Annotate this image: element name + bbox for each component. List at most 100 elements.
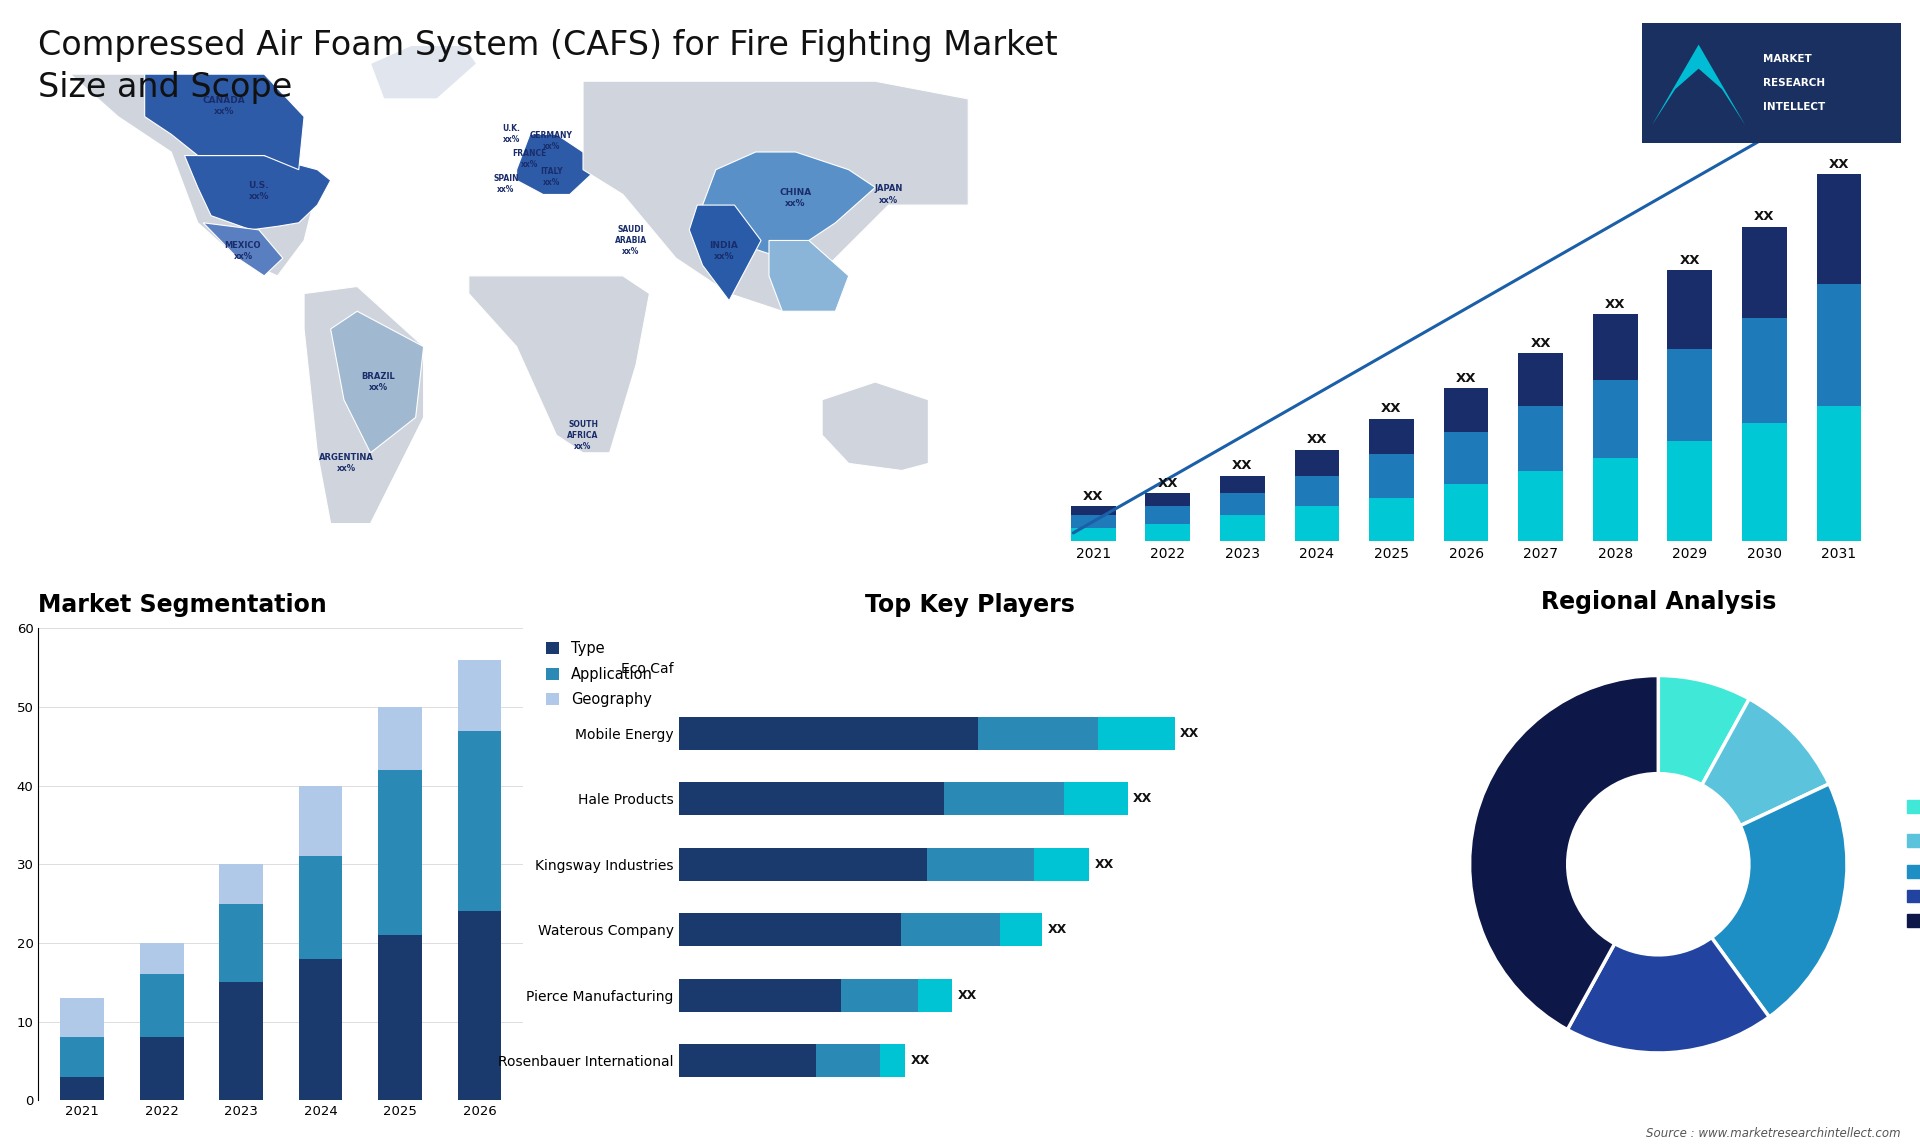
Legend: Latin America, Middle East &
Africa, Asia Pacific, Europe, North America: Latin America, Middle East & Africa, Asi…: [1901, 795, 1920, 934]
Text: XX: XX: [1455, 371, 1476, 385]
Bar: [1444, 485, 1488, 541]
Bar: [1667, 270, 1713, 350]
Bar: [1519, 471, 1563, 541]
Text: CANADA
xx%: CANADA xx%: [204, 96, 246, 116]
Bar: [457, 660, 501, 730]
Bar: [1071, 515, 1116, 528]
Bar: [1369, 497, 1413, 541]
Bar: [1519, 353, 1563, 406]
Bar: [879, 1044, 906, 1077]
Wedge shape: [1701, 699, 1830, 825]
Bar: [678, 1044, 816, 1077]
Text: XX: XX: [958, 989, 977, 1002]
Polygon shape: [144, 74, 303, 170]
Text: JAPAN
xx%: JAPAN xx%: [874, 185, 902, 204]
Bar: [300, 786, 342, 856]
Bar: [1594, 314, 1638, 379]
Bar: [678, 979, 841, 1012]
Wedge shape: [1659, 675, 1749, 785]
Bar: [678, 716, 977, 749]
Polygon shape: [71, 74, 317, 276]
Text: Source : www.marketresearchintellect.com: Source : www.marketresearchintellect.com: [1645, 1128, 1901, 1140]
Bar: [1146, 493, 1190, 507]
Polygon shape: [1651, 45, 1745, 125]
Bar: [140, 1037, 184, 1100]
Bar: [1594, 379, 1638, 458]
Bar: [1294, 476, 1340, 507]
Text: SPAIN
xx%: SPAIN xx%: [493, 174, 518, 194]
Polygon shape: [468, 276, 649, 453]
Text: ARGENTINA
xx%: ARGENTINA xx%: [319, 454, 374, 473]
Polygon shape: [584, 81, 968, 312]
Polygon shape: [184, 156, 330, 230]
Bar: [1816, 406, 1860, 541]
Text: CHINA
xx%: CHINA xx%: [780, 188, 812, 209]
Bar: [816, 1044, 879, 1077]
Text: XX: XX: [910, 1054, 929, 1067]
Text: U.S.
xx%: U.S. xx%: [248, 181, 269, 201]
Bar: [300, 856, 342, 958]
Bar: [378, 770, 422, 935]
Bar: [977, 716, 1098, 749]
Text: XX: XX: [1181, 727, 1200, 739]
Text: XX: XX: [1048, 924, 1068, 936]
Bar: [1071, 507, 1116, 515]
Bar: [457, 730, 501, 911]
Bar: [60, 1037, 104, 1076]
Text: U.K.
xx%: U.K. xx%: [503, 124, 520, 144]
Polygon shape: [703, 152, 876, 258]
Polygon shape: [770, 241, 849, 312]
Bar: [945, 783, 1064, 815]
Bar: [1294, 507, 1340, 541]
Text: Market Segmentation: Market Segmentation: [38, 592, 326, 617]
Bar: [927, 848, 1033, 880]
Wedge shape: [1711, 784, 1847, 1017]
Bar: [1071, 528, 1116, 541]
Legend: Type, Application, Geography: Type, Application, Geography: [540, 636, 659, 713]
Bar: [378, 935, 422, 1100]
Polygon shape: [516, 134, 597, 195]
Text: XX: XX: [1380, 402, 1402, 416]
Wedge shape: [1469, 675, 1659, 1029]
Bar: [1741, 423, 1788, 541]
Bar: [219, 982, 263, 1100]
Text: SAUDI
ARABIA
xx%: SAUDI ARABIA xx%: [614, 225, 647, 256]
Bar: [1294, 449, 1340, 476]
Bar: [1741, 319, 1788, 423]
Wedge shape: [1567, 937, 1768, 1053]
Bar: [1444, 432, 1488, 485]
Text: XX: XX: [1828, 158, 1849, 171]
Bar: [219, 864, 263, 903]
Text: FRANCE
xx%: FRANCE xx%: [513, 149, 547, 170]
Polygon shape: [689, 205, 760, 300]
Text: XX: XX: [1133, 792, 1152, 806]
Bar: [1064, 783, 1127, 815]
Polygon shape: [303, 286, 424, 524]
Bar: [1033, 848, 1089, 880]
Text: Size and Scope: Size and Scope: [38, 71, 292, 104]
Title: Top Key Players: Top Key Players: [864, 592, 1075, 617]
Text: Compressed Air Foam System (CAFS) for Fire Fighting Market: Compressed Air Foam System (CAFS) for Fi…: [38, 29, 1058, 62]
Bar: [1369, 419, 1413, 454]
Bar: [1098, 716, 1175, 749]
Bar: [918, 979, 952, 1012]
Text: INTELLECT: INTELLECT: [1763, 102, 1826, 112]
Bar: [678, 913, 900, 947]
Bar: [1000, 913, 1043, 947]
Bar: [1146, 507, 1190, 524]
Text: XX: XX: [1233, 460, 1252, 472]
Bar: [219, 903, 263, 982]
Bar: [60, 1076, 104, 1100]
Bar: [140, 974, 184, 1037]
Text: XX: XX: [1308, 433, 1327, 446]
Bar: [1146, 524, 1190, 541]
Text: XX: XX: [1605, 298, 1626, 311]
Bar: [1219, 515, 1265, 541]
Bar: [378, 707, 422, 770]
Text: ITALY
xx%: ITALY xx%: [540, 166, 563, 187]
Bar: [841, 979, 918, 1012]
Bar: [1816, 174, 1860, 283]
Text: XX: XX: [1530, 337, 1551, 350]
Text: XX: XX: [1680, 254, 1699, 267]
Bar: [900, 913, 1000, 947]
